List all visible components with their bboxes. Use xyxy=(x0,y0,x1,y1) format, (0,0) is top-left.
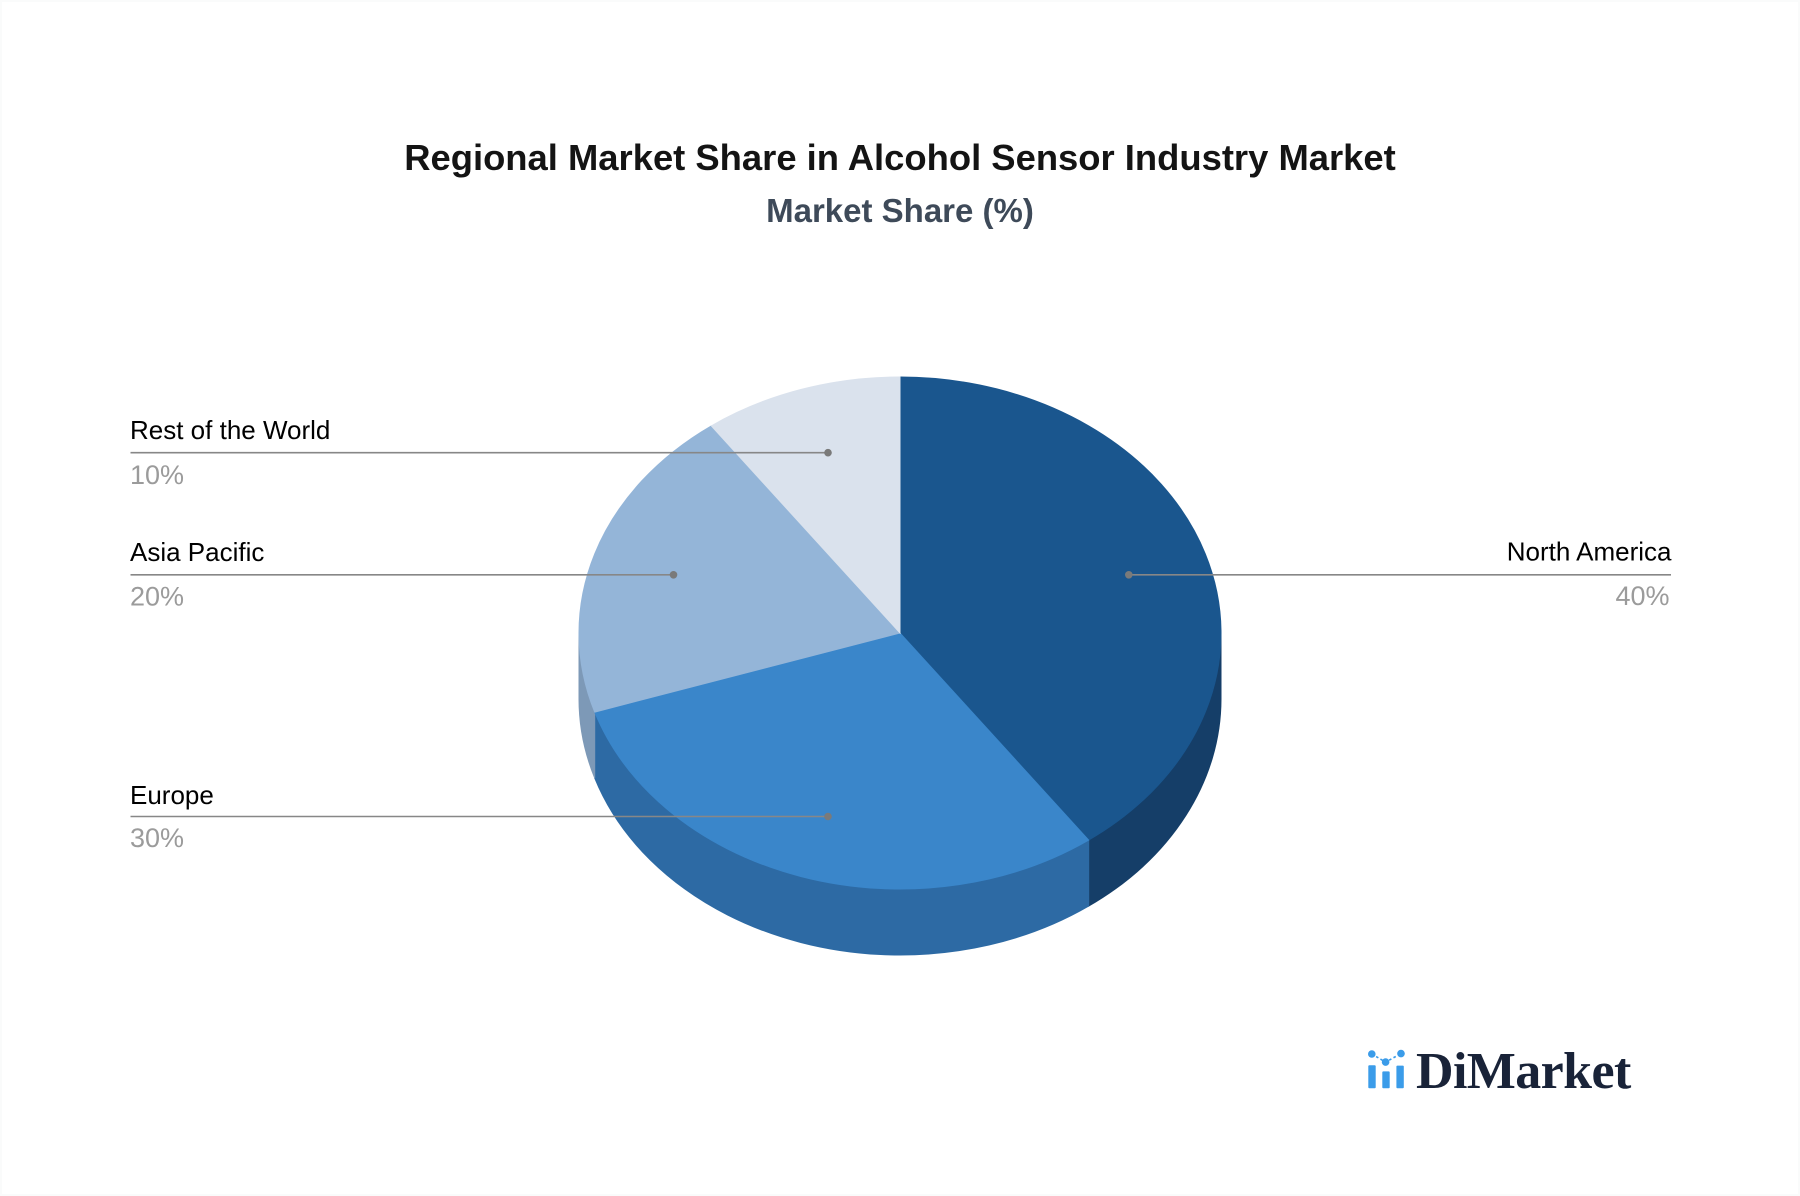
svg-text:North America: North America xyxy=(1507,537,1672,567)
svg-text:Regional Market Share in Alcoh: Regional Market Share in Alcohol Sensor … xyxy=(404,137,1396,178)
svg-text:Asia Pacific: Asia Pacific xyxy=(130,537,264,567)
svg-text:DiMarket: DiMarket xyxy=(1416,1043,1632,1100)
svg-text:Rest of the World: Rest of the World xyxy=(130,415,330,445)
svg-text:20%: 20% xyxy=(130,582,184,612)
svg-text:30%: 30% xyxy=(130,823,184,853)
svg-text:40%: 40% xyxy=(1615,581,1669,611)
svg-text:10%: 10% xyxy=(130,460,184,490)
svg-text:Market Share (%): Market Share (%) xyxy=(766,192,1034,229)
svg-text:Europe: Europe xyxy=(130,780,214,810)
